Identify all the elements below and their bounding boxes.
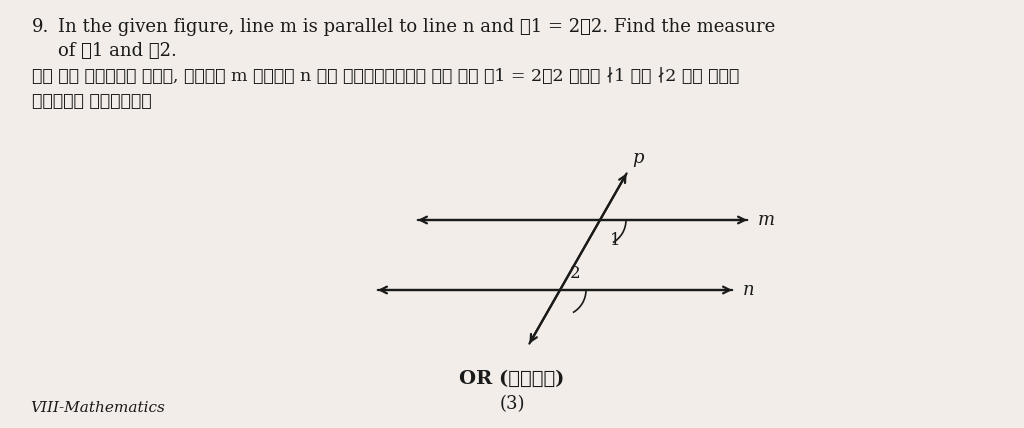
Text: 9.: 9.: [32, 18, 49, 36]
Text: In the given figure, line m is parallel to line n and ∡1 = 2∢2. Find the measure: In the given figure, line m is parallel …: [58, 18, 775, 36]
Text: n: n: [743, 281, 755, 299]
Text: (3): (3): [500, 395, 524, 413]
Text: of ∡1 and ∢2.: of ∡1 and ∢2.: [58, 42, 177, 60]
Text: m: m: [758, 211, 775, 229]
Text: 1: 1: [610, 232, 621, 249]
Text: OR (अथवा): OR (अथवा): [460, 370, 564, 388]
Text: दी गई आकृति में, रेखा m रेखा n के समानांतर है और ∡1 = 2∢2 है। ∤1 और ∤2 के मान: दी गई आकृति में, रेखा m रेखा n के समानां…: [32, 68, 739, 85]
Text: VIII-Mathematics: VIII-Mathematics: [30, 401, 165, 415]
Text: p: p: [632, 149, 643, 167]
Text: 2: 2: [570, 265, 581, 282]
Text: ज्ञात कीजिए।: ज्ञात कीजिए।: [32, 93, 152, 110]
